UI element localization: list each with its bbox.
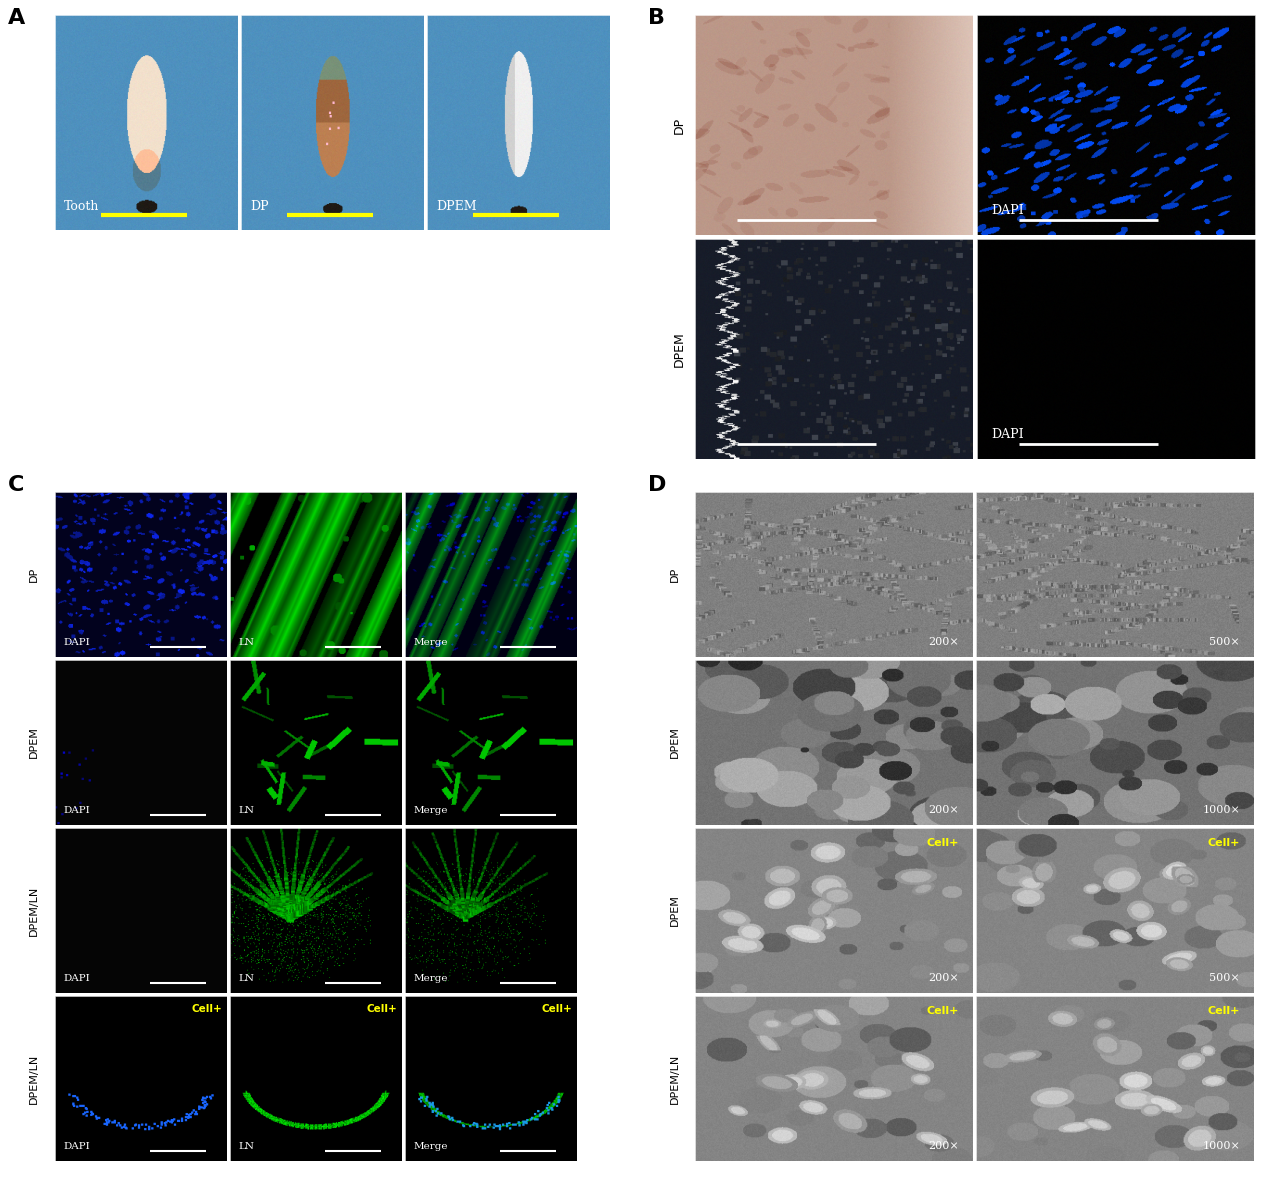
Text: DAPI: DAPI: [64, 806, 90, 815]
Text: DPEM: DPEM: [437, 199, 476, 212]
Text: Cell+: Cell+: [927, 838, 959, 848]
Text: 200×: 200×: [928, 1141, 959, 1152]
Text: LN: LN: [239, 1142, 254, 1152]
Text: 1000×: 1000×: [1202, 1141, 1240, 1152]
Text: 500×: 500×: [1210, 974, 1240, 983]
Text: Cell+: Cell+: [1208, 1005, 1240, 1016]
Text: Cell+: Cell+: [191, 1004, 222, 1015]
Text: Tooth: Tooth: [64, 199, 100, 212]
Text: 200×: 200×: [928, 805, 959, 815]
Text: DPEM: DPEM: [670, 727, 681, 759]
Text: DPEM/LN: DPEM/LN: [670, 1054, 681, 1103]
Text: D: D: [648, 476, 666, 494]
Text: DAPI: DAPI: [991, 204, 1023, 217]
Text: Cell+: Cell+: [366, 1004, 397, 1015]
Text: DPEM: DPEM: [670, 894, 681, 926]
Text: DPEM: DPEM: [673, 332, 686, 367]
Text: LN: LN: [239, 638, 254, 647]
Text: DAPI: DAPI: [64, 1142, 90, 1152]
Text: LN: LN: [239, 806, 254, 815]
Text: C: C: [8, 476, 24, 494]
Text: DP: DP: [673, 117, 686, 133]
Text: DPEM/LN: DPEM/LN: [30, 885, 39, 936]
Text: DPEM/LN: DPEM/LN: [30, 1054, 39, 1103]
Text: Merge: Merge: [413, 806, 448, 815]
Text: Merge: Merge: [413, 1142, 448, 1152]
Text: DAPI: DAPI: [991, 428, 1023, 441]
Text: Cell+: Cell+: [927, 1005, 959, 1016]
Text: 1000×: 1000×: [1202, 805, 1240, 815]
Text: DAPI: DAPI: [64, 638, 90, 647]
Text: Cell+: Cell+: [1208, 838, 1240, 848]
Text: A: A: [8, 8, 26, 28]
Text: Merge: Merge: [413, 975, 448, 983]
Text: DP: DP: [250, 199, 268, 212]
Text: 200×: 200×: [928, 637, 959, 647]
Text: Merge: Merge: [413, 638, 448, 647]
Text: DAPI: DAPI: [64, 975, 90, 983]
Text: DPEM: DPEM: [30, 727, 39, 759]
Text: Cell+: Cell+: [541, 1004, 571, 1015]
Text: 200×: 200×: [928, 974, 959, 983]
Text: DP: DP: [670, 566, 681, 582]
Text: DP: DP: [30, 566, 39, 582]
Text: LN: LN: [239, 975, 254, 983]
Text: B: B: [648, 8, 665, 28]
Text: 500×: 500×: [1210, 637, 1240, 647]
